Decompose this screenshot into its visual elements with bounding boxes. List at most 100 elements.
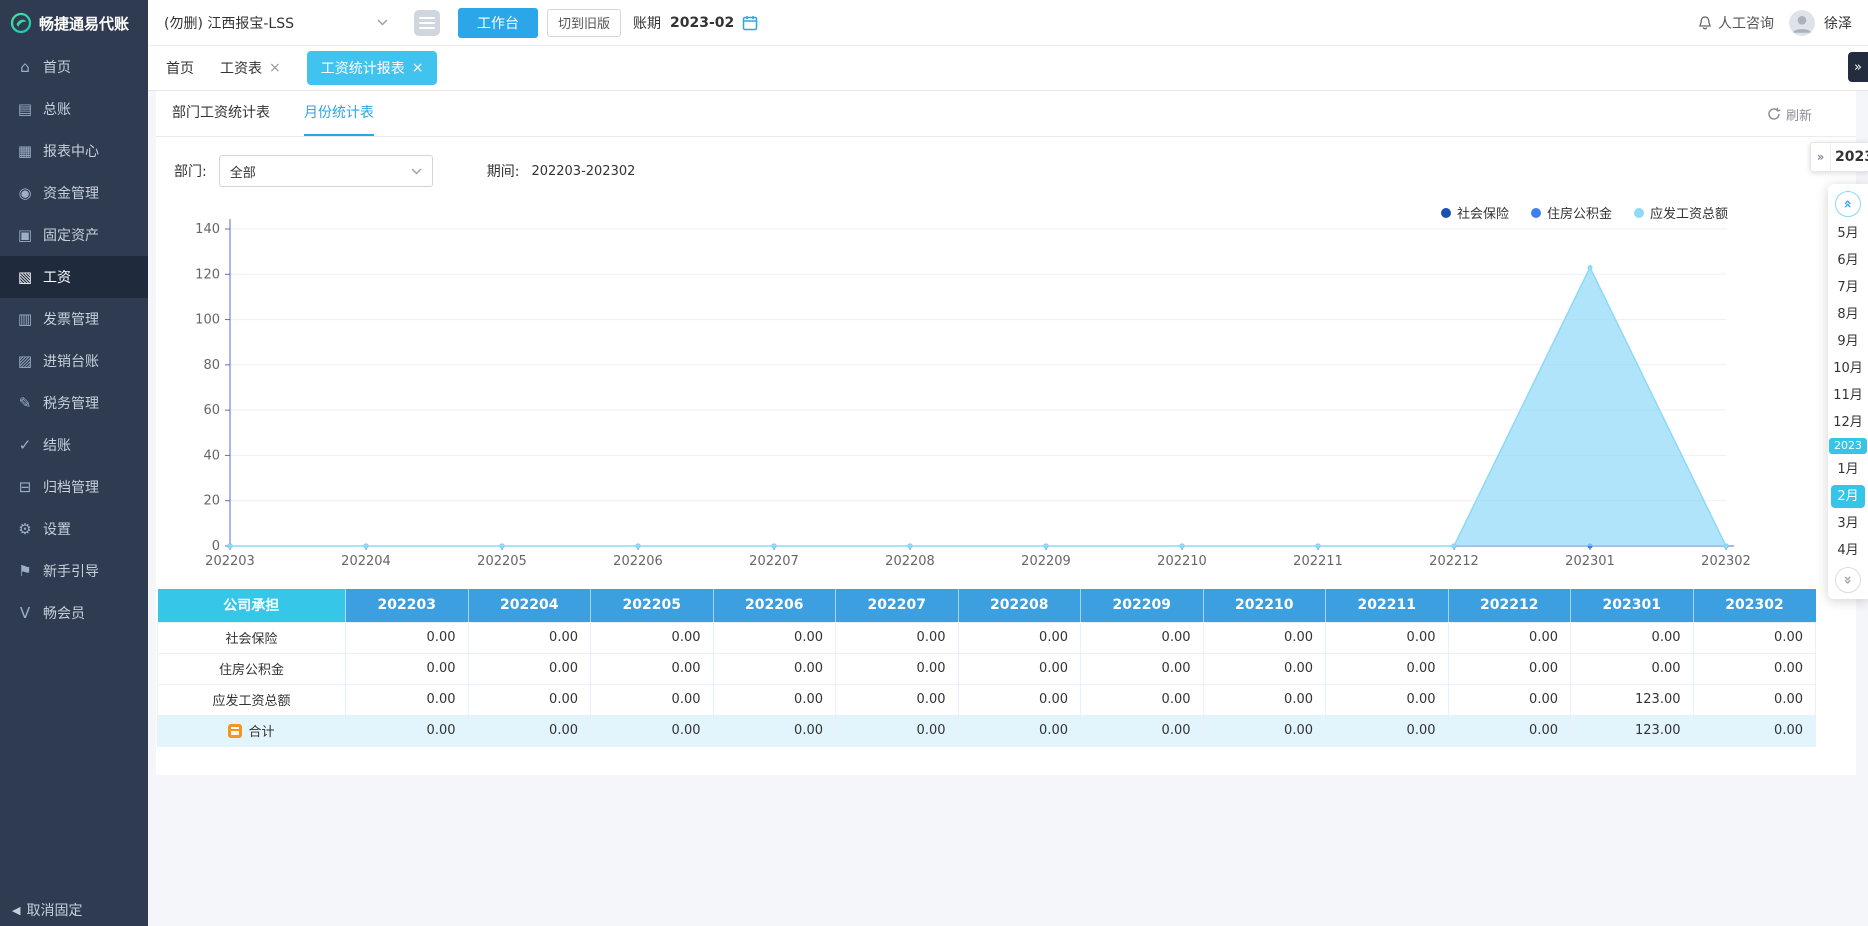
cell-value: 0.00 — [712, 652, 836, 685]
avatar[interactable] — [1789, 9, 1815, 36]
cell-value: 0.00 — [835, 683, 959, 716]
legend-item[interactable]: 住房公积金 — [1530, 203, 1612, 222]
sidebar-item-archive[interactable]: ⊟ 归档管理 — [0, 466, 148, 508]
sidebar-item-salary[interactable]: ▧ 工资 — [0, 256, 148, 298]
table-column-header: 202212 — [1448, 589, 1571, 622]
sidebar-item-label: 发票管理 — [43, 312, 99, 328]
cell-value: 0.00 — [712, 683, 836, 716]
sidebar-item-report-center[interactable]: ▦ 报表中心 — [0, 130, 148, 172]
month-item[interactable]: 12月 — [1833, 415, 1863, 430]
month-item[interactable]: 7月 — [1837, 280, 1859, 295]
company-selector[interactable]: (勿删) 江西报宝-LSS — [160, 13, 392, 33]
cell-value: 0.00 — [590, 683, 714, 716]
cell-value: 0.00 — [1447, 621, 1571, 654]
cell-value: 0.00 — [1692, 714, 1816, 747]
sidebar-item-label: 首页 — [43, 60, 71, 76]
table-column-header: 202302 — [1693, 589, 1816, 622]
month-item[interactable]: 8月 — [1837, 307, 1859, 322]
username: 徐泽 — [1824, 15, 1852, 32]
table-row: 合计 0.00 0.00 0.00 0.00 0.00 0.00 0.00 0.00 0.00 0.… — [157, 714, 1816, 747]
legend-item[interactable]: 应发工资总额 — [1633, 203, 1728, 222]
month-item[interactable]: 11月 — [1833, 388, 1863, 403]
tab-salary-report[interactable]: 工资统计报表 × — [306, 51, 438, 85]
calendar-icon[interactable] — [742, 15, 758, 31]
cell-value: 0.00 — [467, 652, 591, 685]
cell-value: 0.00 — [1447, 714, 1571, 747]
scroll-up-button[interactable]: « — [1835, 191, 1861, 217]
table-corner-header: 公司承担 — [157, 589, 346, 622]
month-item[interactable]: 6月 — [1837, 253, 1859, 268]
sidebar-item-member[interactable]: Ⅴ 畅会员 — [0, 592, 148, 634]
subtab-monthly[interactable]: 月份统计表 — [304, 91, 374, 136]
month-item[interactable]: 10月 — [1833, 361, 1863, 376]
svg-text:140: 140 — [195, 222, 220, 237]
closing-icon: ✓ — [18, 436, 32, 454]
top-header: (勿删) 江西报宝-LSS 工作台 切到旧版 账期 2023-02 — [148, 0, 1868, 46]
month-item[interactable]: 9月 — [1837, 334, 1859, 349]
cell-value: 0.00 — [1325, 652, 1449, 685]
svg-text:100: 100 — [195, 313, 220, 328]
month-item[interactable]: 5月 — [1837, 226, 1859, 241]
panel-collapse-handle[interactable]: » — [1848, 52, 1868, 82]
invoice-icon: ▥ — [17, 310, 33, 328]
department-select[interactable]: 全部 — [218, 155, 433, 187]
table-row: 社会保险 0.00 0.00 0.00 0.00 0.00 0.00 0.00 0.00 0.00… — [157, 621, 1816, 654]
old-version-button[interactable]: 切到旧版 — [547, 8, 622, 37]
cell-value: 0.00 — [590, 621, 714, 654]
month-item[interactable]: 4月 — [1837, 543, 1859, 558]
unpin-button[interactable]: ◀ 取消固定 — [12, 900, 82, 920]
scroll-down-button[interactable]: » — [1835, 567, 1861, 593]
general-ledger-icon: ▤ — [17, 100, 33, 118]
header-right: 人工咨询 徐泽 — [1697, 9, 1858, 36]
sidebar-item-invoice[interactable]: ▥ 发票管理 — [0, 298, 148, 340]
calculator-icon — [228, 724, 243, 738]
collapse-icon[interactable]: » — [1811, 143, 1831, 171]
sidebar-item-tax[interactable]: ✎ 税务管理 — [0, 382, 148, 424]
tab-label: 首页 — [166, 61, 194, 77]
refresh-button[interactable]: 刷新 — [1767, 91, 1812, 137]
close-icon[interactable]: × — [411, 60, 424, 76]
sidebar-item-label: 畅会员 — [43, 606, 85, 622]
month-item[interactable]: 1月 — [1837, 462, 1859, 477]
cell-value: 123.00 — [1570, 683, 1694, 716]
sidebar-item-general-ledger[interactable]: ▤ 总账 — [0, 88, 148, 130]
sidebar-item-settings[interactable]: ⚙ 设置 — [0, 508, 148, 550]
legend-item[interactable]: 社会保险 — [1440, 203, 1509, 222]
sidebar-item-closing[interactable]: ✓ 结账 — [0, 424, 148, 466]
workbench-button[interactable]: 工作台 — [458, 7, 538, 38]
sidebar-item-home[interactable]: ⌂ 首页 — [0, 46, 148, 88]
sidebar-item-label: 新手引导 — [43, 564, 99, 580]
cell-value: 0.00 — [1202, 714, 1326, 747]
month-item[interactable]: 2月 — [1831, 485, 1865, 508]
cell-value: 0.00 — [712, 714, 836, 747]
home-icon: ⌂ — [20, 58, 30, 76]
close-icon[interactable]: × — [269, 60, 281, 76]
cell-value: 0.00 — [1692, 652, 1816, 685]
sidebar-item-guide[interactable]: ⚑ 新手引导 — [0, 550, 148, 592]
tab-label: 工资表 — [220, 61, 262, 77]
sidebar-item-label: 进销台账 — [43, 354, 99, 370]
cell-value: 0.00 — [1080, 621, 1204, 654]
svg-text:202204: 202204 — [341, 554, 391, 569]
row-label: 社会保险 — [157, 621, 346, 654]
svg-text:202203: 202203 — [205, 554, 255, 569]
sidebar-item-label: 总账 — [43, 102, 71, 118]
tab-salary-sheet[interactable]: 工资表 × — [220, 46, 281, 91]
settings-icon: ⚙ — [18, 520, 32, 538]
sidebar-item-funds[interactable]: ◉ 资金管理 — [0, 172, 148, 214]
sidebar-item-fixed-assets[interactable]: ▣ 固定资产 — [0, 214, 148, 256]
sidebar-item-label: 工资 — [43, 270, 71, 286]
consult-button[interactable]: 人工咨询 — [1697, 13, 1774, 33]
cell-value: 0.00 — [957, 621, 1081, 654]
month-item[interactable]: 3月 — [1837, 516, 1859, 531]
svg-text:20: 20 — [203, 494, 220, 509]
tab-home[interactable]: 首页 — [166, 46, 194, 91]
row-label: 应发工资总额 — [157, 683, 346, 716]
subtab-department[interactable]: 部门工资统计表 — [172, 105, 270, 121]
year-badge: 2023 — [1829, 438, 1867, 454]
cell-value: 0.00 — [345, 652, 469, 685]
table-column-header: 202210 — [1203, 589, 1326, 622]
memo-icon[interactable] — [414, 9, 440, 36]
svg-text:40: 40 — [203, 448, 220, 463]
sidebar-item-inventory-ledger[interactable]: ▨ 进销台账 — [0, 340, 148, 382]
